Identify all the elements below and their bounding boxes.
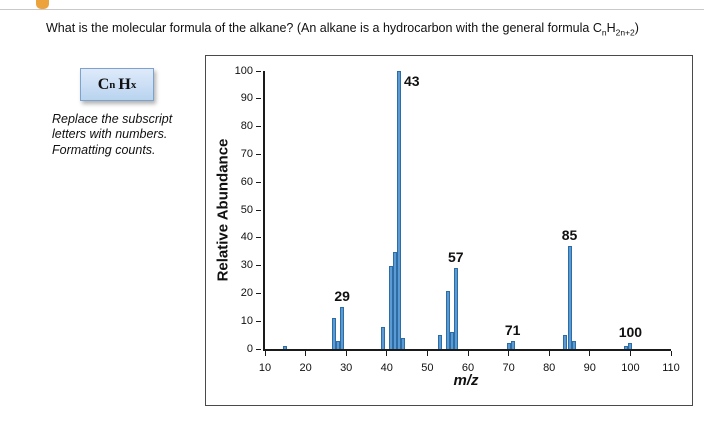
- x-tick-label: 70: [502, 362, 515, 374]
- x-tick-label: 90: [583, 362, 596, 374]
- x-tick-label: 30: [340, 362, 353, 374]
- spectrum-bar: [380, 326, 385, 349]
- x-axis-title: m/z: [453, 372, 479, 389]
- y-tick-mark: [256, 265, 261, 267]
- spectrum-bar: [628, 343, 633, 349]
- question-formula-h: H: [606, 21, 616, 35]
- x-tick-mark: [264, 351, 266, 356]
- y-tick-mark: [256, 98, 261, 100]
- y-tick-label: 80: [240, 120, 253, 133]
- y-tick-label: 70: [240, 147, 253, 160]
- spectrum-bar: [392, 251, 397, 349]
- x-tick-mark: [629, 351, 631, 356]
- top-divider: [0, 9, 704, 10]
- hint-line-1: Replace the subscript letters with numbe…: [52, 112, 173, 142]
- spectrum-bar: [510, 340, 515, 349]
- y-tick-mark: [256, 181, 261, 183]
- x-tick-mark: [305, 351, 307, 356]
- peak-label: 100: [618, 324, 643, 341]
- x-tick-mark: [386, 351, 388, 356]
- question-close-paren: ): [634, 21, 639, 35]
- y-tick-mark: [256, 209, 261, 211]
- y-tick-mark: [256, 237, 261, 239]
- cropped-toolbar-icon: [36, 0, 49, 9]
- x-tick-mark: [589, 351, 591, 356]
- spectrum-bar: [571, 340, 576, 349]
- spectrum-bar: [332, 318, 337, 349]
- spectrum-bar: [401, 337, 406, 349]
- y-tick-label: 40: [240, 231, 253, 244]
- y-tick-mark: [256, 126, 261, 128]
- spectrum-bar: [445, 290, 450, 349]
- hint-text: Replace the subscript letters with numbe…: [52, 112, 180, 158]
- spectrum-bar: [437, 335, 442, 349]
- spectrum-bar: [396, 71, 401, 349]
- spectrum-bar: [563, 335, 568, 349]
- x-tick-label: 80: [543, 362, 556, 374]
- x-tick-label: 20: [299, 362, 312, 374]
- y-tick-mark: [256, 320, 261, 322]
- x-tick-mark: [467, 351, 469, 356]
- plot-area: 29 43 57 71 85 100 10 20 30 40 50 60 70 80 90 100 110 0 10…: [235, 65, 680, 375]
- x-tick-mark: [426, 351, 428, 356]
- peak-label: 85: [561, 227, 578, 244]
- peak-label: 57: [448, 249, 464, 266]
- hint-line-2: Formatting counts.: [52, 142, 156, 157]
- y-tick-mark: [256, 70, 261, 72]
- spectrum-bar: [283, 346, 288, 349]
- peak-label: 71: [504, 321, 521, 338]
- x-tick-mark: [670, 351, 672, 356]
- y-tick-label: 100: [234, 64, 253, 77]
- y-tick-label: 60: [240, 175, 253, 188]
- spectrum-bar: [340, 307, 345, 349]
- spectrum-bar: [336, 340, 341, 349]
- spectrum-bar: [506, 343, 511, 349]
- answer-subscript-x: x: [130, 78, 137, 91]
- spectrum-bar: [388, 265, 393, 349]
- y-tick-label: 30: [240, 259, 253, 272]
- y-tick-label: 90: [240, 92, 253, 105]
- question-text: What is the molecular formula of the alk…: [46, 21, 691, 38]
- answer-element-h: H: [118, 75, 131, 93]
- question-formula-subscript-n: n: [601, 27, 607, 38]
- x-tick-label: 40: [380, 362, 393, 374]
- spectrum-bar: [449, 332, 454, 349]
- y-tick-mark: [256, 292, 261, 294]
- y-tick-mark: [256, 153, 261, 155]
- y-tick-label: 20: [240, 286, 253, 299]
- y-tick-label: 10: [240, 314, 253, 327]
- x-tick-label: 10: [258, 362, 272, 374]
- answer-element-c: C: [97, 75, 110, 93]
- x-tick-mark: [345, 351, 347, 356]
- spectrum-bar: [624, 346, 629, 349]
- x-tick-label: 100: [621, 362, 640, 374]
- question-formula-subscript-2n2: 2n+2: [615, 27, 635, 38]
- mass-spectrum-chart: Relative Abundance 29 43 57 71 85 100 10 20 30 40…: [205, 55, 693, 406]
- x-tick-label: 50: [421, 362, 434, 374]
- y-tick-label: 50: [240, 203, 253, 216]
- question-lead: What is the molecular formula of the alk…: [46, 21, 602, 35]
- peak-label: 29: [334, 288, 350, 305]
- peak-label: 43: [403, 73, 420, 89]
- spectrum-bar: [567, 246, 572, 349]
- x-tick-mark: [508, 351, 510, 356]
- spectrum-bar: [453, 268, 458, 349]
- answer-subscript-n: n: [109, 78, 116, 91]
- x-tick-label: 60: [461, 362, 475, 374]
- x-tick-mark: [548, 351, 550, 356]
- x-tick-label: 110: [662, 362, 680, 374]
- y-tick-label: 0: [246, 342, 253, 355]
- y-tick-mark: [256, 348, 261, 350]
